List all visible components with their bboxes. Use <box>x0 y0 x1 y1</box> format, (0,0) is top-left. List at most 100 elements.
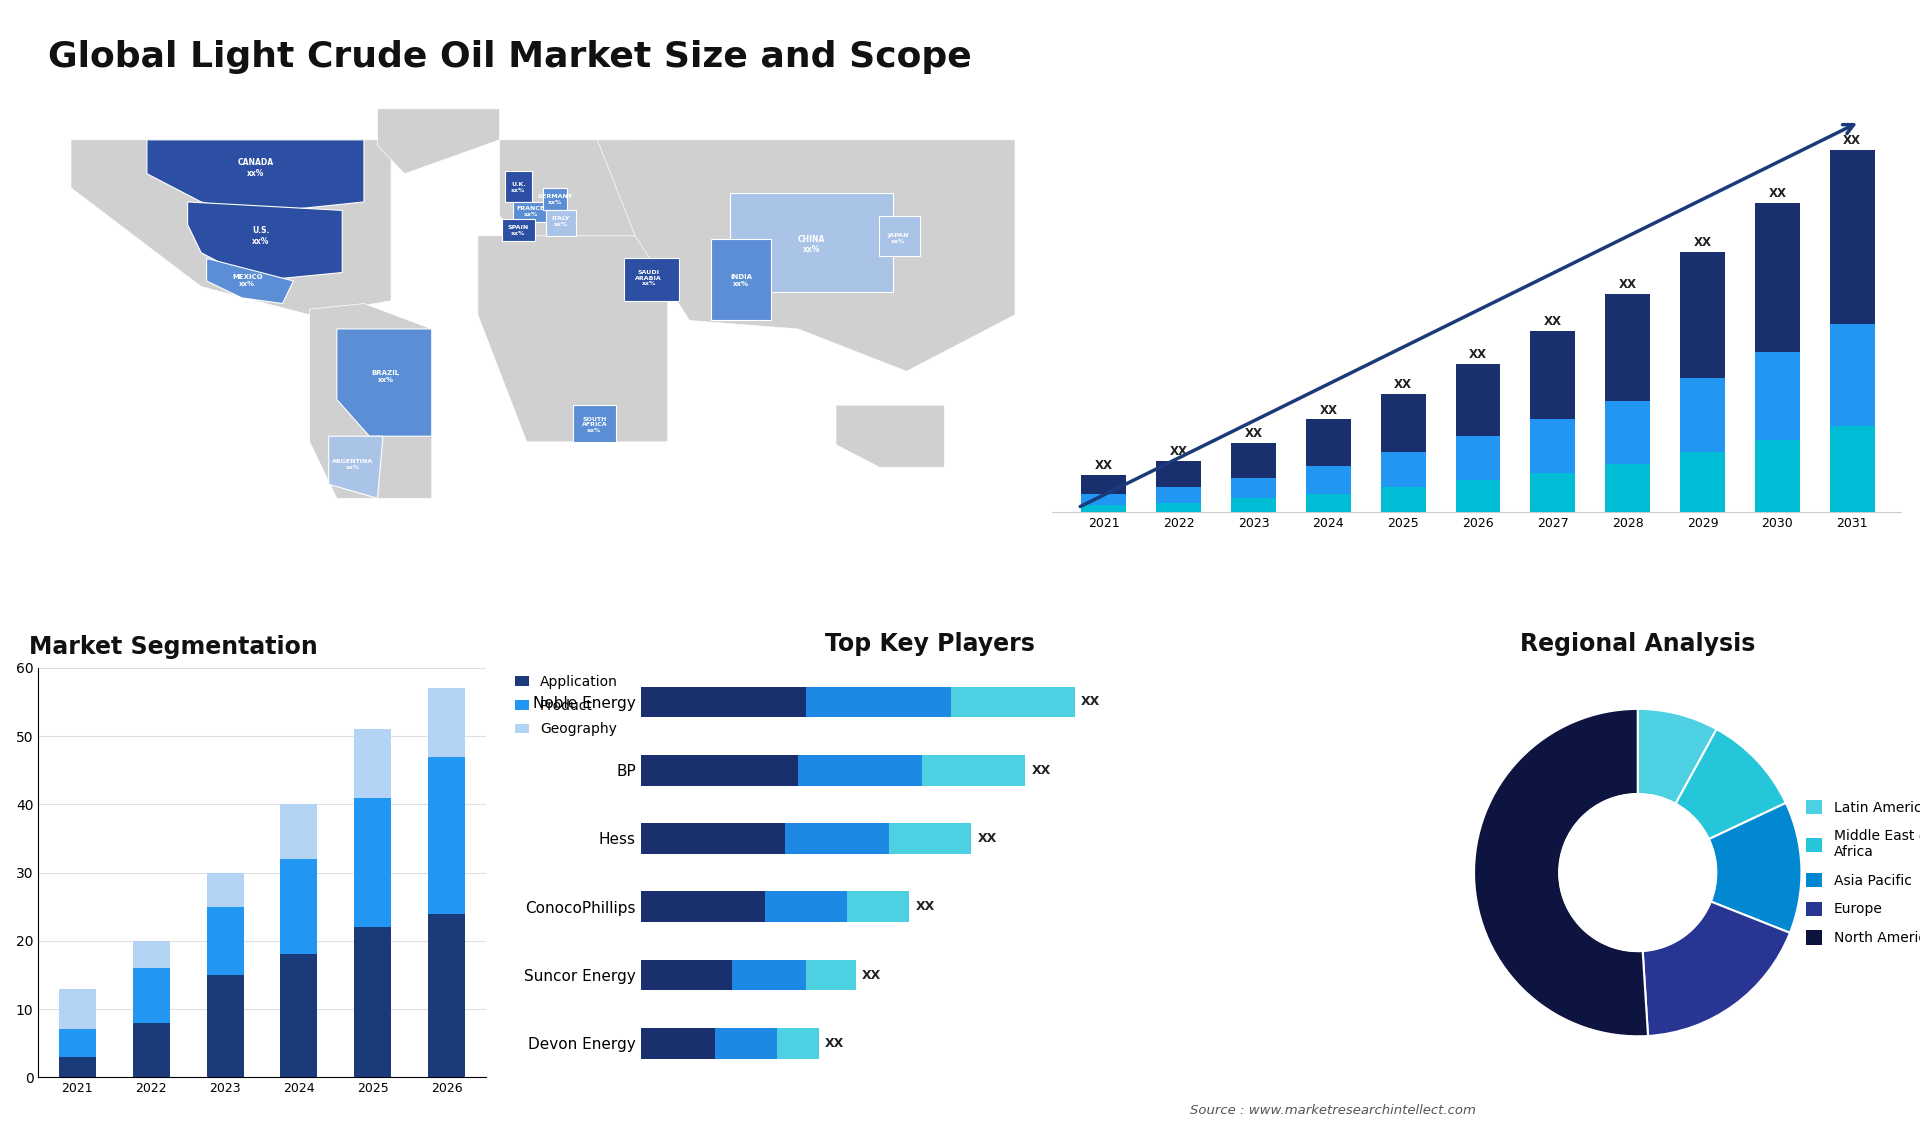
Polygon shape <box>336 329 432 437</box>
Bar <box>641 1028 714 1059</box>
Bar <box>641 755 799 785</box>
Bar <box>1605 401 1649 464</box>
Polygon shape <box>597 140 1016 371</box>
Text: XX: XX <box>1469 347 1488 361</box>
Bar <box>60 1029 96 1057</box>
Bar <box>1306 419 1352 466</box>
Polygon shape <box>207 258 294 304</box>
Bar <box>732 959 806 990</box>
Text: MEXICO
xx%: MEXICO xx% <box>232 275 263 288</box>
Text: Global Light Crude Oil Market Size and Scope: Global Light Crude Oil Market Size and S… <box>48 40 972 74</box>
Polygon shape <box>513 202 549 221</box>
Bar <box>132 968 169 1022</box>
Wedge shape <box>1475 709 1647 1036</box>
Text: ARGENTINA
xx%: ARGENTINA xx% <box>332 460 374 470</box>
Text: FRANCE
xx%: FRANCE xx% <box>516 206 545 218</box>
Bar <box>1680 452 1724 512</box>
Text: XX: XX <box>1544 315 1561 328</box>
Bar <box>847 892 910 923</box>
Text: XX: XX <box>1081 696 1100 708</box>
Bar <box>641 686 806 717</box>
Polygon shape <box>71 140 392 315</box>
Bar <box>1306 466 1352 494</box>
Polygon shape <box>710 238 770 321</box>
Bar <box>1156 487 1202 503</box>
Text: BRAZIL
xx%: BRAZIL xx% <box>372 370 399 384</box>
Text: XX: XX <box>1169 446 1188 458</box>
Bar <box>207 906 244 975</box>
Text: XX: XX <box>862 968 881 981</box>
Bar <box>922 755 1025 785</box>
Bar <box>714 1028 778 1059</box>
Bar <box>1156 462 1202 487</box>
Bar <box>764 892 847 923</box>
Bar <box>1231 499 1277 512</box>
Bar <box>950 686 1075 717</box>
Bar <box>1755 352 1799 440</box>
Bar <box>1755 203 1799 352</box>
Legend: Latin America, Middle East &
Africa, Asia Pacific, Europe, North America: Latin America, Middle East & Africa, Asi… <box>1801 794 1920 951</box>
Bar <box>60 1057 96 1077</box>
Bar <box>1830 150 1874 324</box>
Bar <box>641 959 732 990</box>
Bar <box>1605 464 1649 512</box>
Bar <box>806 686 950 717</box>
Wedge shape <box>1676 729 1786 839</box>
Polygon shape <box>879 217 920 256</box>
Polygon shape <box>835 406 945 468</box>
Bar <box>1530 331 1574 419</box>
Bar <box>428 689 465 756</box>
Bar <box>785 823 889 854</box>
Bar <box>641 892 764 923</box>
Polygon shape <box>188 202 342 281</box>
Text: SOUTH
AFRICA
xx%: SOUTH AFRICA xx% <box>582 417 607 433</box>
Text: XX: XX <box>1768 187 1786 201</box>
Text: SAUDI
ARABIA
xx%: SAUDI ARABIA xx% <box>636 269 662 286</box>
Bar <box>1530 419 1574 473</box>
Bar <box>1680 252 1724 377</box>
Bar <box>641 823 785 854</box>
Bar <box>1380 394 1427 452</box>
Text: XX: XX <box>1619 278 1636 291</box>
Bar <box>1755 440 1799 512</box>
Title: Top Key Players: Top Key Players <box>826 633 1035 657</box>
Bar <box>280 860 317 955</box>
Wedge shape <box>1638 709 1716 803</box>
Bar <box>207 872 244 906</box>
Text: Market Segmentation: Market Segmentation <box>29 635 319 659</box>
Text: Source : www.marketresearchintellect.com: Source : www.marketresearchintellect.com <box>1190 1105 1476 1117</box>
Bar <box>1231 478 1277 499</box>
Circle shape <box>1559 794 1716 951</box>
Polygon shape <box>478 236 668 442</box>
Text: CANADA
xx%: CANADA xx% <box>238 158 273 178</box>
Polygon shape <box>378 109 499 174</box>
Text: ITALY
xx%: ITALY xx% <box>551 217 570 227</box>
Polygon shape <box>499 140 636 244</box>
Bar <box>428 756 465 913</box>
Polygon shape <box>148 140 365 213</box>
Bar <box>355 798 392 927</box>
Title: Regional Analysis: Regional Analysis <box>1521 633 1755 657</box>
Bar <box>1380 452 1427 487</box>
Polygon shape <box>503 219 536 242</box>
Bar <box>1306 494 1352 512</box>
Bar <box>207 975 244 1077</box>
Bar <box>1380 487 1427 512</box>
Text: SPAIN
xx%: SPAIN xx% <box>509 225 530 236</box>
Legend: Application, Product, Geography: Application, Product, Geography <box>515 675 618 737</box>
Bar <box>1830 324 1874 426</box>
Bar <box>1455 363 1501 435</box>
Bar <box>60 989 96 1029</box>
Bar <box>1455 435 1501 480</box>
Bar <box>1455 480 1501 512</box>
Text: XX: XX <box>1319 403 1338 417</box>
Text: U.S.
xx%: U.S. xx% <box>252 226 269 245</box>
Bar <box>132 1022 169 1077</box>
Bar <box>1605 293 1649 401</box>
Text: XX: XX <box>1094 460 1114 472</box>
Bar <box>1530 473 1574 512</box>
Polygon shape <box>309 304 432 499</box>
Bar <box>889 823 972 854</box>
Polygon shape <box>543 188 568 211</box>
Text: GERMANY
xx%: GERMANY xx% <box>538 194 572 204</box>
